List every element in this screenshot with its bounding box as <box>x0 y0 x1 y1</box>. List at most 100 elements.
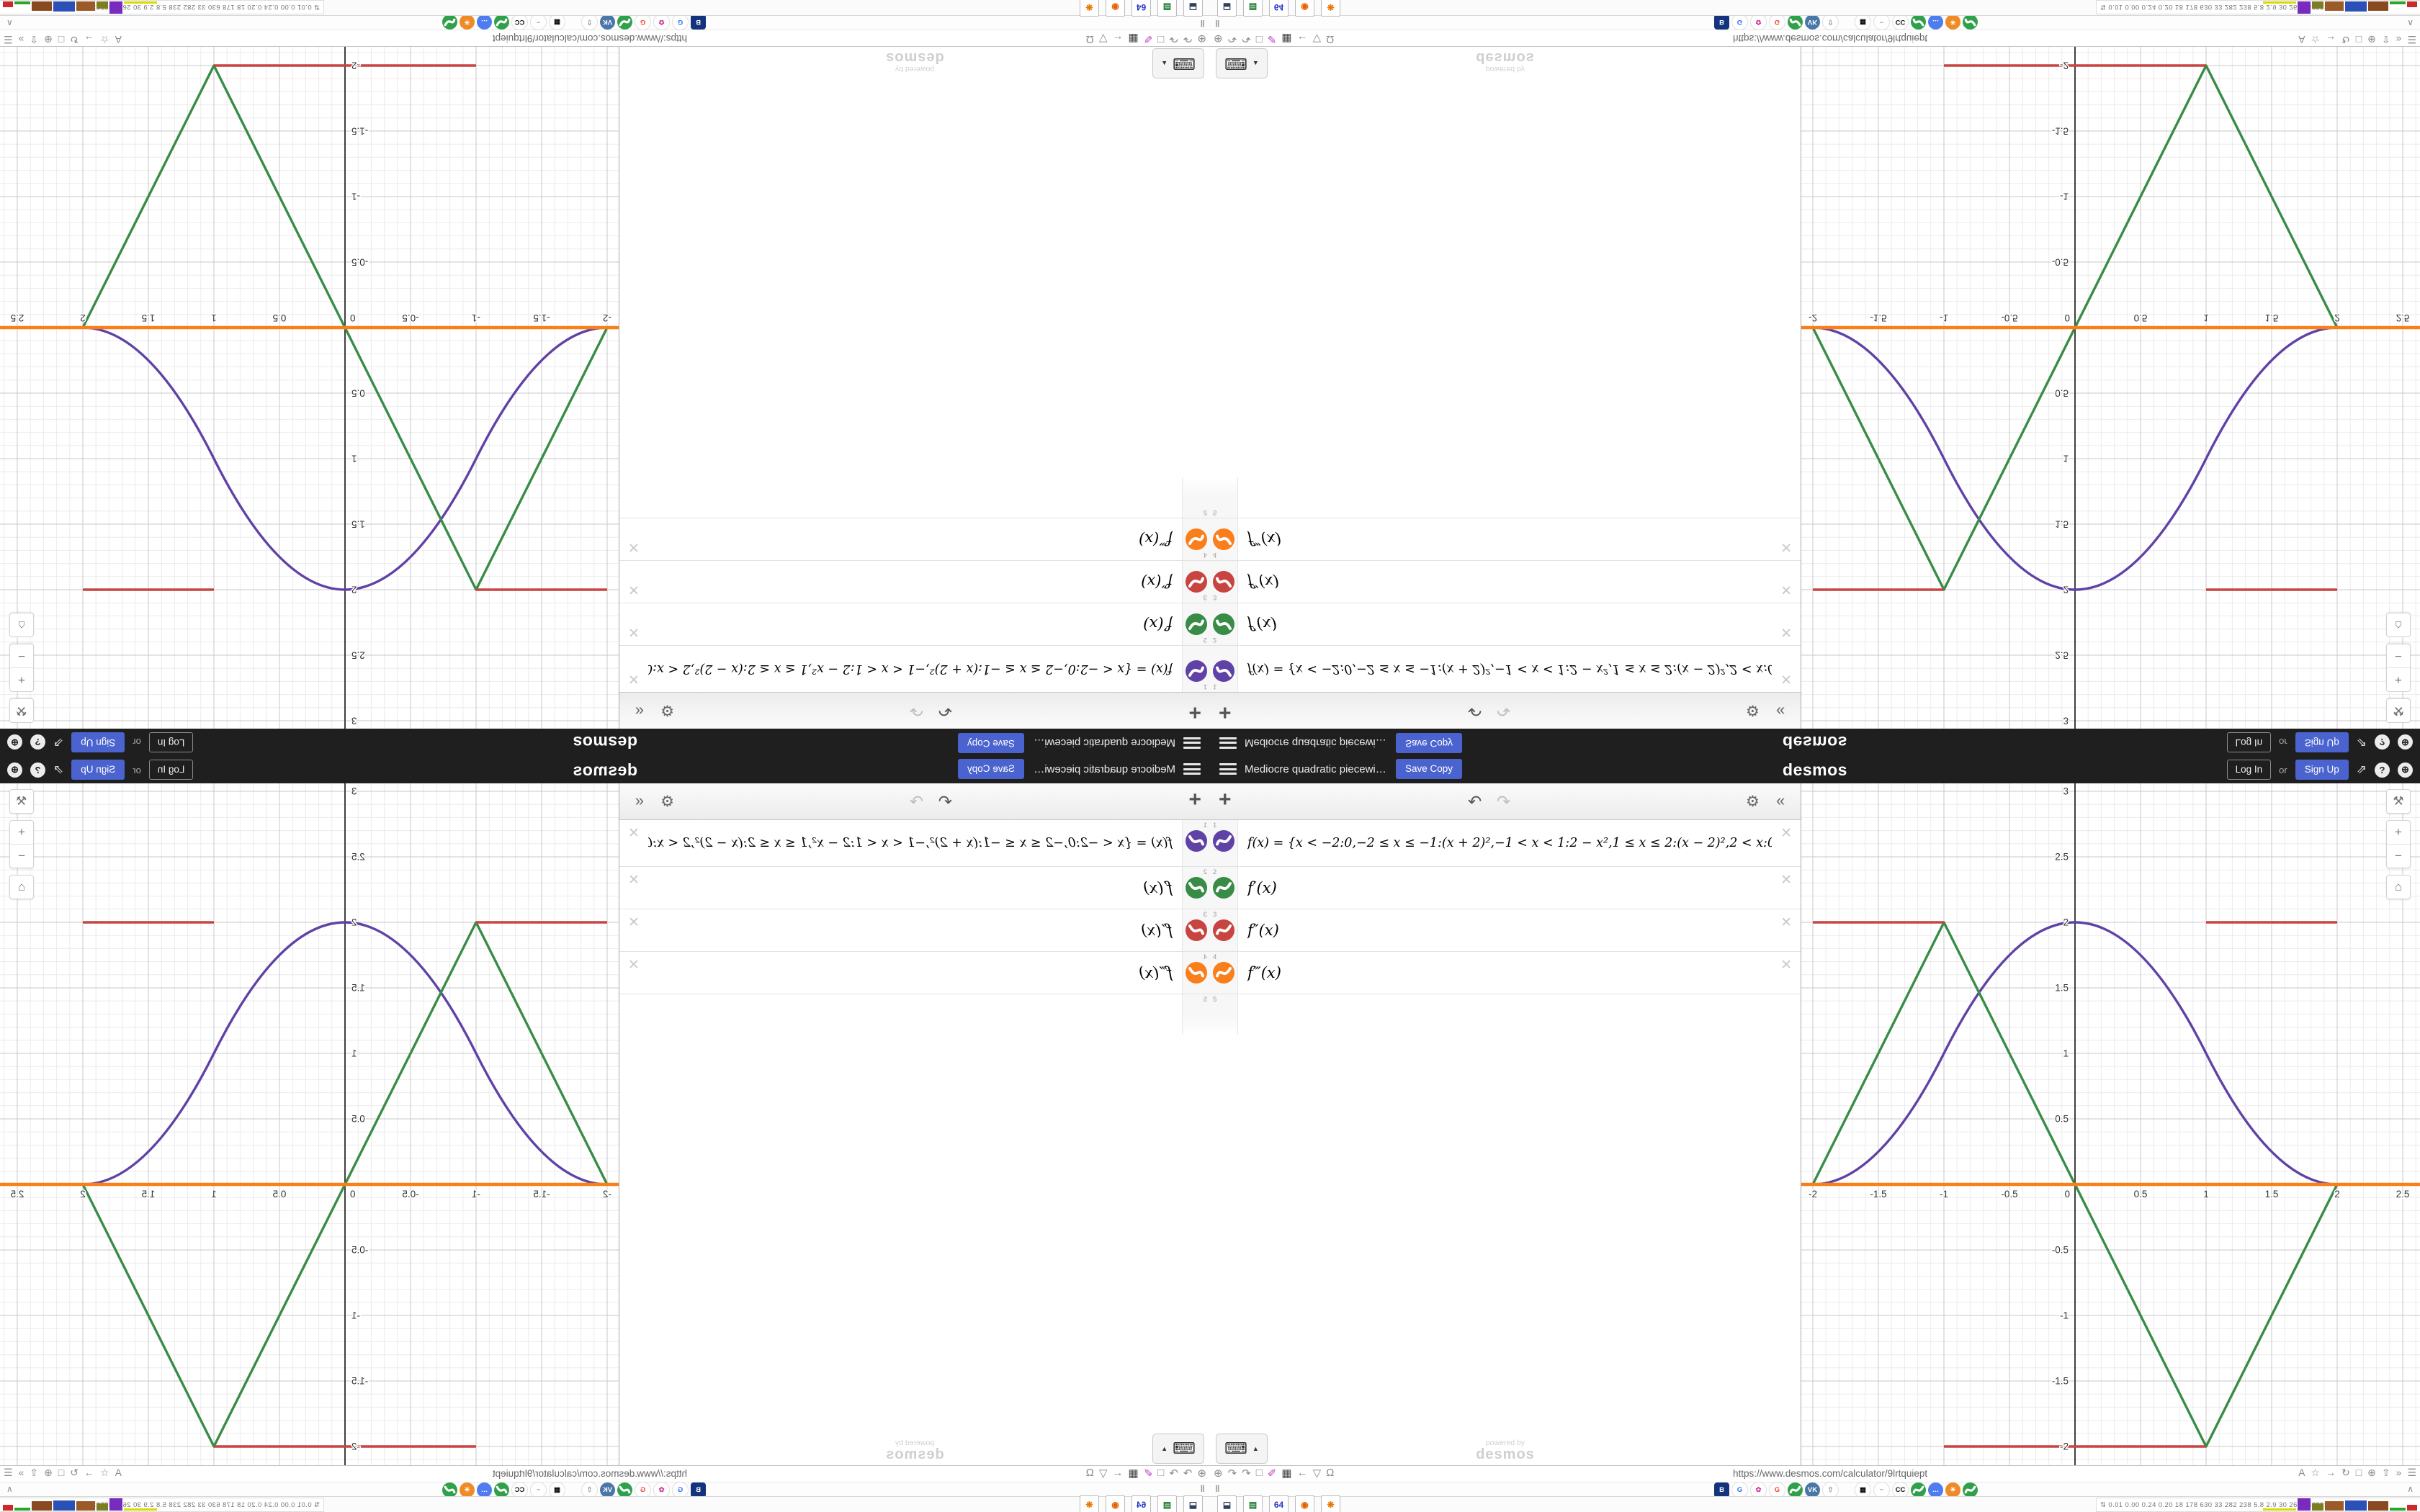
translate-icon[interactable]: A <box>2298 34 2305 45</box>
caret-icon[interactable]: ∧ <box>2407 1484 2414 1494</box>
google-favicon[interactable]: G <box>1769 1482 1785 1498</box>
collapse-panel-icon[interactable]: « <box>1776 791 1785 809</box>
firefox-icon[interactable]: ◉ <box>1295 0 1314 17</box>
url-text[interactable]: https://www.desmos.com/calculator/9lrtqu… <box>492 33 687 44</box>
expression-color-icon[interactable] <box>1186 528 1207 550</box>
screenshot-tool-icon[interactable]: ⬓ <box>1217 0 1237 17</box>
menu-icon[interactable]: ☰ <box>4 1467 13 1478</box>
lock-icon[interactable]: Ω <box>1085 1467 1094 1479</box>
bank-favicon[interactable]: ▦ <box>1855 14 1871 30</box>
menu-icon[interactable] <box>1219 763 1237 776</box>
expression-latex[interactable]: f(x) = {x < −2:0,−2 ≤ x ≤ −1:(x + 2)²,−1… <box>648 836 1173 850</box>
zoom-in-button[interactable]: + <box>18 673 25 687</box>
globe-grid-icon[interactable]: ⊕ <box>1214 1467 1223 1480</box>
empty-expression-row[interactable]: 5 <box>1210 477 1801 518</box>
firefox-icon[interactable]: ◉ <box>1106 1495 1125 1512</box>
share-icon[interactable]: ⇗ <box>53 736 64 750</box>
bank-favicon[interactable]: ▦ <box>549 14 565 30</box>
expression-row[interactable]: 1 f(x) = {x < −2:0,−2 ≤ x ≤ −1:(x + 2)²,−… <box>1210 645 1801 692</box>
graph-title[interactable]: Mediocre quadratic piecewi… <box>1034 763 1175 775</box>
expression-latex[interactable]: f″(x) <box>1141 573 1173 590</box>
help-icon[interactable]: ? <box>2375 762 2390 778</box>
book-icon[interactable]: ▤ <box>1243 1495 1263 1512</box>
vk-favicon[interactable]: VK <box>1805 1482 1820 1498</box>
globe-icon[interactable]: ⊕ <box>7 734 22 750</box>
collapse-panel-icon[interactable]: « <box>635 791 644 809</box>
firefox-icon[interactable]: ◉ <box>1106 0 1125 17</box>
share-icon[interactable]: ⇗ <box>2356 762 2367 776</box>
signup-button[interactable]: Sign Up <box>2295 732 2349 752</box>
expression-color-icon[interactable] <box>1186 571 1207 593</box>
save-copy-button[interactable]: Save Copy <box>957 733 1024 753</box>
shield-icon[interactable]: ▽ <box>1098 1467 1108 1480</box>
zoom-out-button[interactable]: − <box>10 644 33 668</box>
globe-grid-icon[interactable]: ⊕ <box>1214 32 1223 45</box>
syringe-icon[interactable]: ✐ <box>1143 32 1153 45</box>
keyboard-toggle-button[interactable]: ⌨ ▲ <box>1216 48 1268 78</box>
folder-icon[interactable]: □ <box>1157 33 1165 45</box>
thumbs-up-icon[interactable]: ⇧ <box>30 1467 39 1478</box>
close-icon[interactable]: ✕ <box>628 826 640 841</box>
expression-color-icon[interactable] <box>1213 528 1234 550</box>
arrow-right-icon[interactable]: → <box>84 1467 95 1478</box>
redo-arrow-icon[interactable]: ↷ <box>1242 1467 1251 1480</box>
keyboard-toggle-button[interactable]: ⌨ ▲ <box>1152 1434 1204 1464</box>
expression-row[interactable]: 3 f″(x) ✕ <box>619 560 1210 603</box>
close-icon[interactable]: ✕ <box>628 958 640 973</box>
gear-favicon[interactable]: ✳ <box>1945 1482 1960 1498</box>
close-icon[interactable]: ✕ <box>1780 915 1792 930</box>
pause-icon[interactable]: ‖ <box>1215 1483 1220 1494</box>
redo-arrow-icon[interactable]: ↷ <box>1227 1467 1237 1480</box>
zoom-in-button[interactable]: + <box>2395 673 2402 687</box>
reload-icon[interactable]: ↻ <box>2341 1467 2350 1478</box>
undo-icon[interactable]: ↶ <box>938 701 952 720</box>
thumbs-up-icon[interactable]: ⇧ <box>2381 1467 2390 1478</box>
cc-favicon[interactable]: CC <box>511 14 528 30</box>
folder-icon[interactable]: □ <box>1157 1467 1165 1479</box>
thumbs-up-favicon[interactable]: ⇧ <box>1822 14 1839 30</box>
chevrons-icon[interactable]: » <box>18 34 24 45</box>
expression-color-icon[interactable] <box>1186 660 1207 682</box>
expression-latex[interactable]: f′(x) <box>1143 879 1173 896</box>
syringe-icon[interactable]: ✐ <box>1267 32 1277 45</box>
redo-arrow-icon[interactable]: ↷ <box>1183 1467 1193 1480</box>
reload-icon[interactable]: ↻ <box>70 1467 79 1478</box>
shield-icon[interactable]: ▽ <box>1312 32 1322 45</box>
close-icon[interactable]: ✕ <box>1780 624 1792 639</box>
close-icon[interactable]: ✕ <box>628 873 640 888</box>
expression-row[interactable]: 2 f′(x) ✕ <box>619 603 1210 645</box>
expression-latex[interactable]: f‴(x) <box>1247 964 1281 981</box>
expression-row[interactable]: 4 f‴(x) ✕ <box>1210 518 1801 560</box>
expression-color-icon[interactable] <box>1186 830 1207 852</box>
close-icon[interactable]: ✕ <box>628 539 640 554</box>
caret-icon[interactable]: ∧ <box>2407 18 2414 28</box>
expression-latex[interactable]: f″(x) <box>1141 922 1173 939</box>
close-icon[interactable]: ✕ <box>1780 826 1792 841</box>
expression-row[interactable]: 1 f(x) = {x < −2:0,−2 ≤ x ≤ −1:(x + 2)²,−… <box>1210 820 1801 867</box>
folder-icon[interactable]: □ <box>1255 33 1263 45</box>
menu-icon[interactable] <box>1219 736 1237 749</box>
redo-icon[interactable]: ↷ <box>909 701 923 720</box>
trash-icon[interactable]: ▦ <box>1128 1467 1139 1480</box>
undo-icon[interactable]: ↶ <box>1468 701 1482 720</box>
trash-icon[interactable]: ▦ <box>1281 1467 1292 1480</box>
expression-latex[interactable]: f′(x) <box>1143 616 1173 633</box>
gear-favicon[interactable]: ✳ <box>460 14 475 30</box>
chevrons-icon[interactable]: » <box>2396 34 2402 45</box>
blender-icon[interactable]: ❋ <box>1080 1495 1099 1512</box>
thumbs-up-icon[interactable]: ⇧ <box>30 34 39 45</box>
desmos-favicon[interactable] <box>442 1482 457 1498</box>
expression-row[interactable]: 2 f′(x) ✕ <box>1210 867 1801 909</box>
undo-icon[interactable]: ↶ <box>1468 792 1482 811</box>
desmos-favicon[interactable] <box>442 14 457 30</box>
redo-arrow-icon[interactable]: ↷ <box>1169 1467 1178 1480</box>
expression-latex[interactable]: f′(x) <box>1247 616 1277 633</box>
pause-icon[interactable]: ‖ <box>1200 18 1205 29</box>
globe-icon[interactable]: ⊕ <box>2398 734 2413 750</box>
chat-favicon[interactable]: … <box>477 1482 492 1498</box>
help-icon[interactable]: ? <box>30 734 45 750</box>
expression-color-icon[interactable] <box>1186 919 1207 941</box>
expression-row[interactable]: 2 f′(x) ✕ <box>619 867 1210 909</box>
url-text[interactable]: https://www.desmos.com/calculator/9lrtqu… <box>1733 33 1928 44</box>
close-icon[interactable]: ✕ <box>628 915 640 930</box>
